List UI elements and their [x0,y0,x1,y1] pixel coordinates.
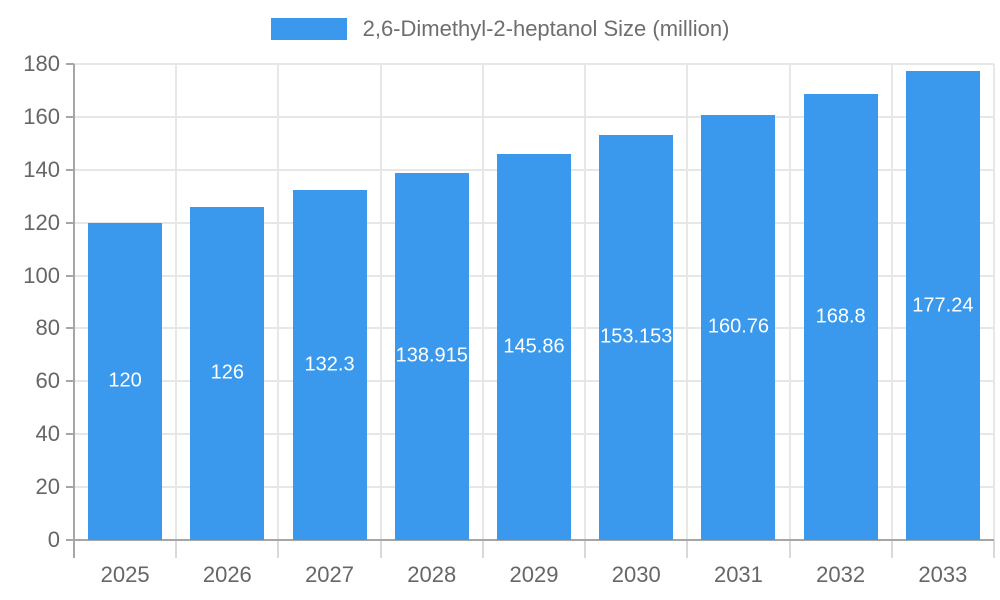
bar-2026[interactable] [190,206,265,540]
x-axis-tick-label: 2028 [407,562,457,587]
y-axis-tick [66,63,74,65]
x-axis-tick [686,540,689,558]
bar-value-label: 145.86 [503,335,565,358]
y-axis-tick-label: 180 [23,51,60,76]
y-axis-tick-label: 140 [23,156,60,182]
legend: 2,6-Dimethyl-2-heptanol Size (million) [0,16,1000,42]
gridline-horizontal [74,115,994,118]
bar-value-label: 120 [108,369,142,392]
bar-2028[interactable] [394,172,469,540]
y-axis-tick-label: 100 [23,262,60,288]
bar-2031[interactable] [701,114,776,540]
x-axis-tick-label: 2032 [816,562,866,587]
bar-2027[interactable] [292,190,367,540]
y-axis-tick-label: 0 [47,527,60,552]
y-axis-tick [66,274,74,277]
bar-value-label: 138.915 [395,344,468,367]
gridline-vertical [584,64,587,540]
legend-series-label: 2,6-Dimethyl-2-heptanol Size (million) [362,16,730,41]
gridline-horizontal [74,63,994,65]
y-axis-tick [66,221,74,224]
y-axis-tick [66,327,74,330]
y-axis-tick-label: 40 [35,421,60,447]
x-axis-tick [379,540,382,558]
bar-value-label: 153.153 [600,325,673,348]
bar-2033[interactable] [905,71,980,540]
gridline-vertical [686,64,689,540]
bar-2030[interactable] [599,134,674,540]
x-axis-tick-label: 2025 [100,562,150,587]
y-axis-tick-label: 160 [23,103,60,129]
x-axis-tick [481,540,484,558]
y-axis-tick-label: 120 [23,209,60,235]
bar-2025[interactable] [88,222,163,540]
y-axis-tick [66,380,74,383]
gridline-vertical [993,64,995,540]
x-axis-tick [277,540,280,558]
x-axis-tick [890,540,893,558]
x-axis-tick-label: 2027 [305,562,355,587]
x-axis-tick-label: 2029 [509,562,559,587]
y-axis-line [73,64,75,558]
legend-item[interactable]: 2,6-Dimethyl-2-heptanol Size (million) [270,16,730,42]
y-axis-tick [66,486,74,489]
x-axis-tick-label: 2026 [202,562,252,587]
gridline-vertical [481,64,484,540]
x-axis-tick [788,540,791,558]
gridline-vertical [379,64,382,540]
y-axis-tick-label: 80 [35,315,60,341]
y-axis-tick-label: 20 [35,474,60,500]
bar-2032[interactable] [803,93,878,540]
x-axis-tick [175,540,178,558]
x-axis-tick-label: 2031 [713,562,763,587]
x-axis-tick [993,540,995,558]
y-axis-tick [66,168,74,171]
bar-2029[interactable] [497,154,571,540]
gridline-vertical [277,64,280,540]
bar-value-label: 160.76 [707,315,770,338]
y-axis-tick [66,115,74,118]
x-axis-line [74,539,994,541]
legend-swatch [270,18,347,40]
y-axis-tick [66,433,74,436]
gridline-vertical [175,64,178,540]
bar-value-label: 177.24 [912,294,974,317]
x-axis-tick-label: 2030 [611,562,661,587]
gridline-vertical [890,64,893,540]
y-axis-tick [66,539,74,541]
gridline-vertical [788,64,791,540]
bar-value-label: 132.3 [304,353,355,376]
x-axis-tick [584,540,587,558]
bar-value-label: 168.8 [815,305,866,328]
x-axis-tick-label: 2033 [918,562,968,587]
y-axis-tick-label: 60 [35,368,60,394]
bar-value-label: 126 [210,361,245,384]
